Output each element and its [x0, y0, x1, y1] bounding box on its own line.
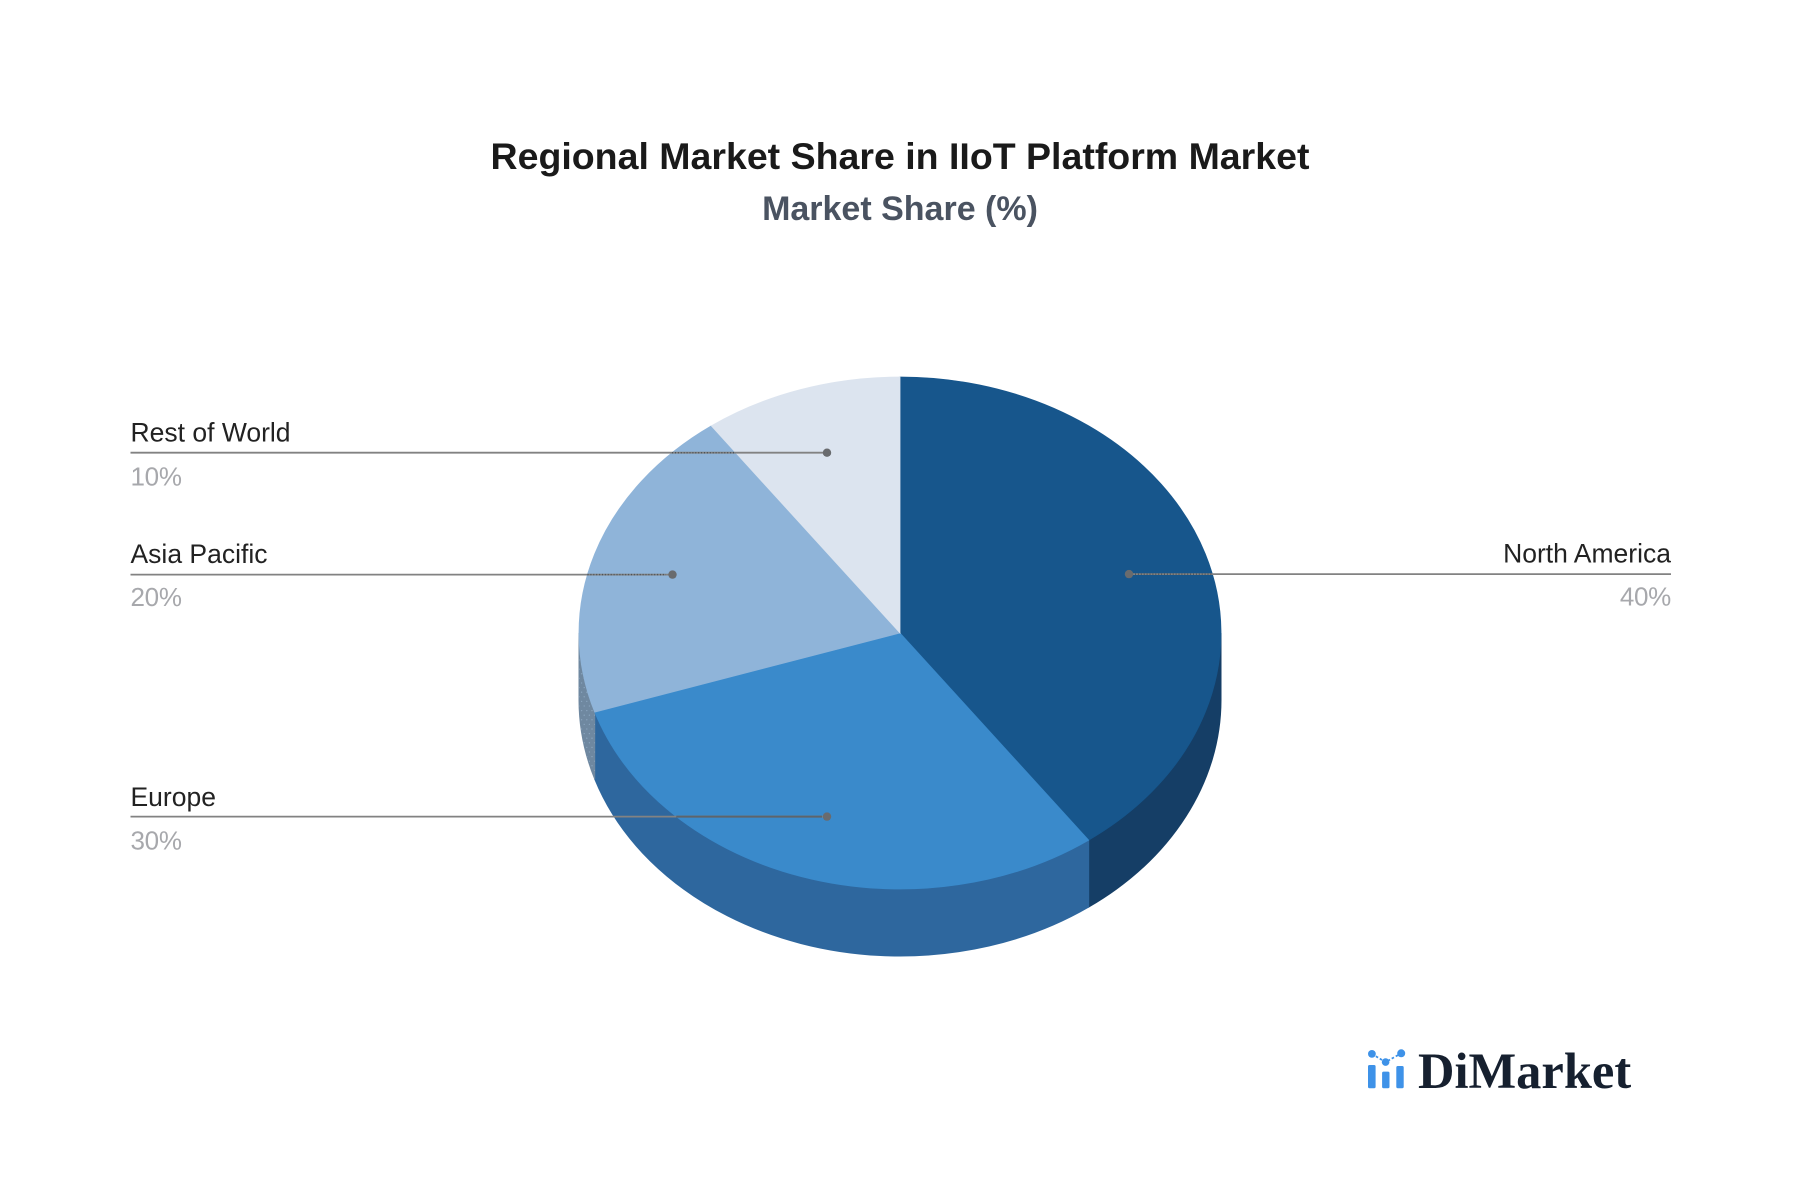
svg-text:10%: 10% [131, 462, 182, 492]
svg-text:North America: North America [1503, 539, 1671, 569]
svg-text:Rest of World: Rest of World [131, 418, 291, 448]
svg-text:Europe: Europe [131, 782, 216, 812]
svg-text:40%: 40% [1620, 582, 1671, 612]
svg-text:Asia Pacific: Asia Pacific [131, 539, 268, 569]
svg-text:DiMarket: DiMarket [1418, 1043, 1631, 1099]
svg-text:Market Share (%): Market Share (%) [762, 190, 1038, 228]
svg-text:30%: 30% [131, 826, 182, 856]
svg-text:Regional Market Share in IIoT: Regional Market Share in IIoT Platform M… [491, 135, 1310, 177]
svg-text:20%: 20% [131, 582, 182, 612]
